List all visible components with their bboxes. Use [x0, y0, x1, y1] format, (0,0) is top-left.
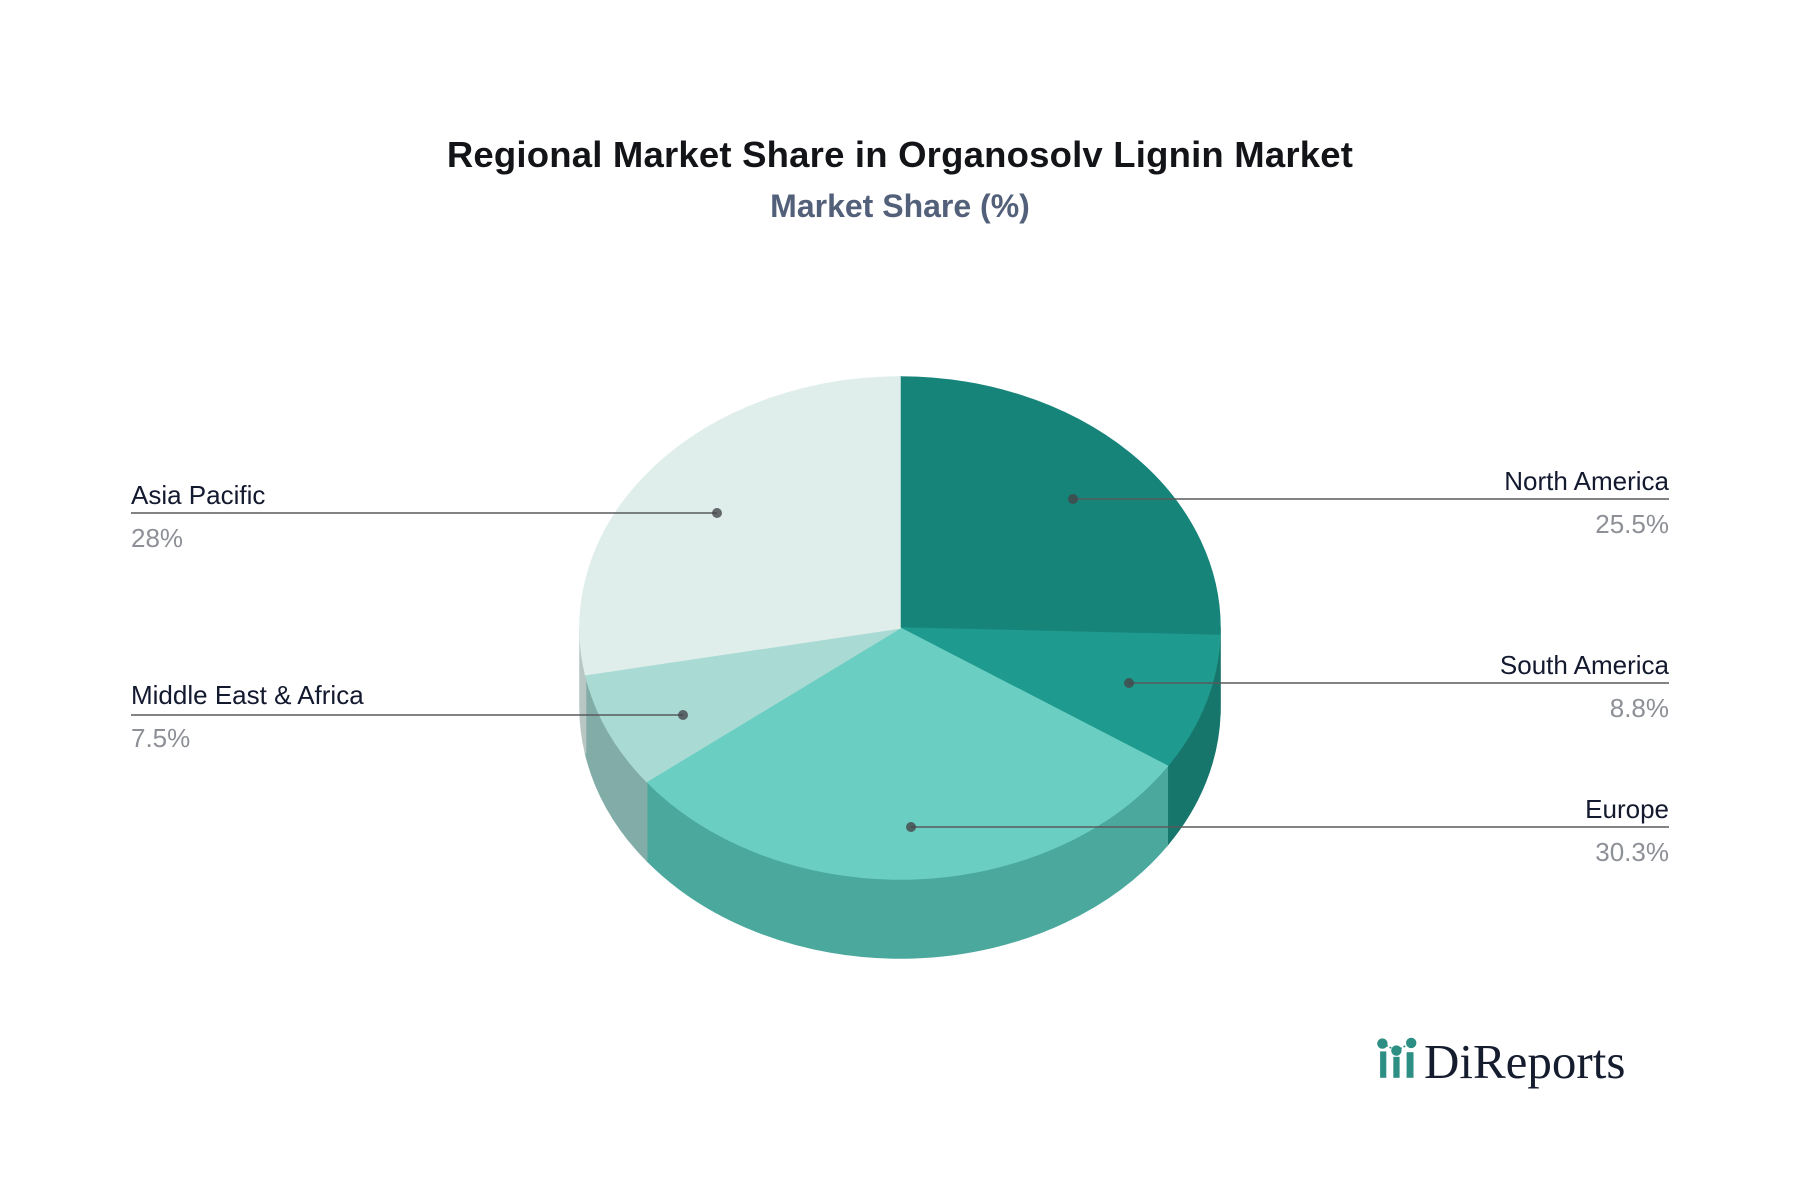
- svg-text:DiReports: DiReports: [1424, 1037, 1625, 1089]
